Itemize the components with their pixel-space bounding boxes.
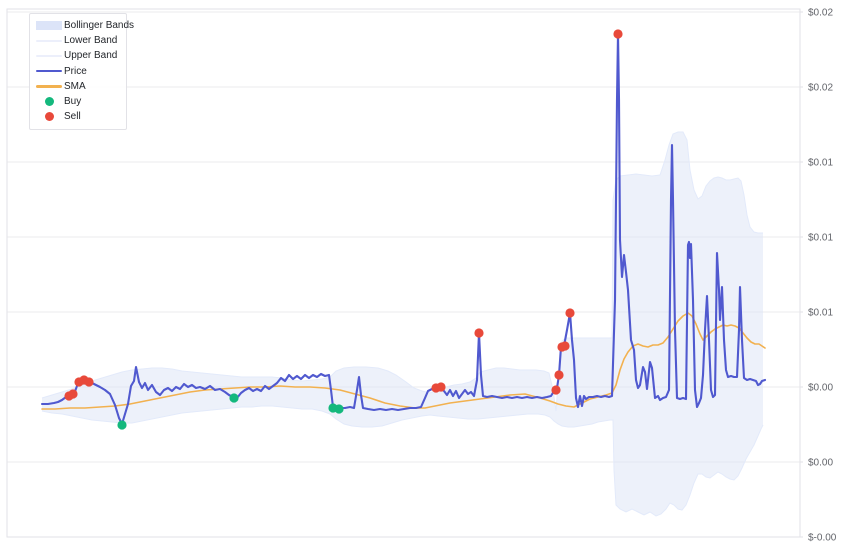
- buy-marker: [117, 420, 127, 430]
- chart-legend: Bollinger Bands Lower Band Upper Band Price…: [29, 13, 134, 131]
- sell-marker: [554, 370, 564, 380]
- buy-marker: [229, 393, 239, 403]
- y-tick-label: $0.00: [808, 458, 833, 469]
- legend-label: Lower Band: [64, 35, 118, 47]
- y-tick-label: $0.01: [808, 158, 833, 169]
- plot-border: [6, 8, 801, 538]
- y-tick-label: $0.01: [808, 233, 833, 244]
- sell-marker: [68, 389, 78, 399]
- sell-marker: [84, 377, 94, 387]
- legend-label: Buy: [64, 96, 82, 108]
- upper-band-line: [41, 131, 763, 412]
- sell-marker: [565, 308, 575, 318]
- legend-marker-icon: [34, 97, 64, 107]
- legend-item-bollinger-bands: Bollinger Bands: [34, 18, 134, 33]
- legend-label: Upper Band: [64, 50, 118, 62]
- legend-label: SMA: [64, 80, 86, 92]
- y-tick-label: $0.01: [808, 308, 833, 319]
- legend-item-sma: SMA: [34, 79, 120, 94]
- legend-swatch-icon: [34, 54, 64, 58]
- sell-marker: [613, 29, 623, 39]
- legend-label: Sell: [64, 111, 81, 123]
- buy-marker: [334, 404, 344, 414]
- legend-swatch-icon: [34, 69, 64, 73]
- sell-marker: [560, 341, 570, 351]
- lower-band-line: [41, 405, 764, 517]
- y-tick-label: $0.02: [808, 83, 833, 94]
- y-tick-label: $-0.00: [808, 533, 837, 544]
- legend-item-lower-band: Lower Band: [34, 33, 120, 48]
- y-tick-label: $0.00: [808, 383, 833, 394]
- legend-label: Bollinger Bands: [64, 20, 135, 32]
- price-line: [40, 32, 767, 426]
- legend-marker-icon: [34, 112, 64, 122]
- legend-item-buy: Buy: [34, 94, 120, 109]
- legend-swatch-icon: [34, 39, 64, 43]
- sell-marker: [436, 382, 446, 392]
- y-tick-label: $0.02: [808, 8, 833, 19]
- legend-item-price: Price: [34, 64, 120, 79]
- legend-swatch-icon: [34, 21, 64, 31]
- legend-item-upper-band: Upper Band: [34, 48, 120, 63]
- legend-swatch-icon: [34, 85, 64, 88]
- sell-marker: [551, 385, 561, 395]
- legend-item-sell: Sell: [34, 109, 120, 124]
- sma-line: [41, 312, 766, 410]
- legend-label: Price: [64, 65, 87, 77]
- bollinger-band-fill: [42, 132, 763, 516]
- sell-marker: [474, 328, 484, 338]
